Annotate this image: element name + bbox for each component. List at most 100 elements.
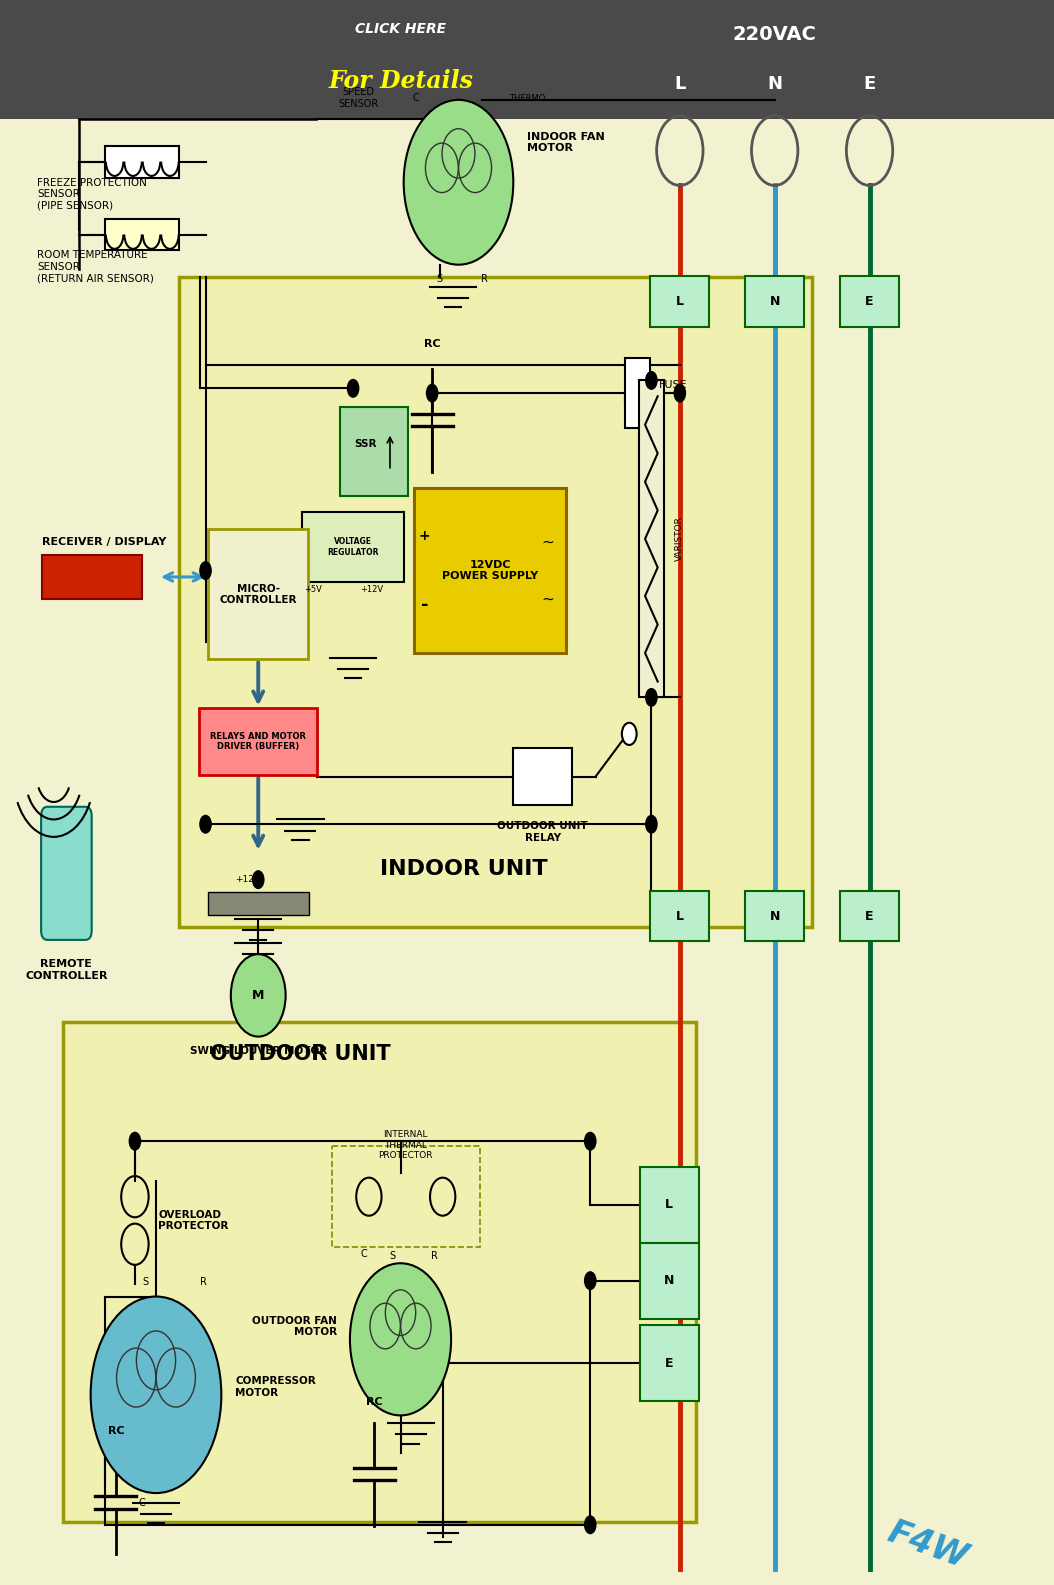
Bar: [625, 358, 650, 428]
FancyBboxPatch shape: [41, 807, 92, 940]
Text: REMOTE
CONTROLLER: REMOTE CONTROLLER: [25, 959, 108, 981]
Text: N: N: [664, 1274, 675, 1287]
Text: E: E: [865, 295, 874, 307]
Bar: [332, 1146, 480, 1247]
Circle shape: [252, 870, 265, 889]
Text: 12VDC
POWER SUPPLY: 12VDC POWER SUPPLY: [442, 560, 539, 582]
Bar: [302, 512, 404, 582]
Text: R: R: [431, 1251, 437, 1260]
FancyBboxPatch shape: [745, 891, 804, 941]
Bar: [640, 1325, 699, 1401]
Circle shape: [584, 1271, 597, 1290]
Text: FREEZE PROTECTION
SENSOR
(PIPE SENSOR): FREEZE PROTECTION SENSOR (PIPE SENSOR): [37, 178, 147, 211]
Text: M: M: [252, 989, 265, 1002]
Text: R: R: [200, 1278, 207, 1287]
Bar: [63, 1022, 696, 1522]
Text: N: N: [767, 74, 782, 94]
Text: RC: RC: [366, 1398, 383, 1407]
Text: OUTDOOR UNIT
RELAY: OUTDOOR UNIT RELAY: [497, 821, 588, 843]
Bar: [0, 0, 1054, 119]
Text: E: E: [863, 74, 876, 94]
Text: SSR: SSR: [354, 439, 377, 449]
Text: E: E: [865, 910, 874, 922]
Bar: [42, 555, 142, 599]
Text: 220VAC: 220VAC: [733, 25, 817, 44]
Text: F4W: F4W: [883, 1515, 972, 1575]
Text: For Details: For Details: [328, 68, 473, 94]
Text: E: E: [665, 1357, 674, 1369]
Text: C: C: [360, 1249, 367, 1258]
Circle shape: [231, 954, 286, 1037]
FancyBboxPatch shape: [650, 276, 709, 327]
Text: S: S: [142, 1278, 149, 1287]
Text: RELAYS AND MOTOR
DRIVER (BUFFER): RELAYS AND MOTOR DRIVER (BUFFER): [210, 732, 307, 751]
Circle shape: [426, 384, 438, 403]
Text: THERMO: THERMO: [509, 94, 545, 103]
Text: RC: RC: [108, 1426, 124, 1436]
Circle shape: [584, 1132, 597, 1151]
Text: RECEIVER / DISPLAY: RECEIVER / DISPLAY: [42, 537, 167, 547]
Circle shape: [350, 1263, 451, 1415]
Text: RC: RC: [424, 339, 441, 349]
FancyBboxPatch shape: [745, 276, 804, 327]
Circle shape: [674, 384, 686, 403]
Text: +12V: +12V: [235, 875, 260, 884]
Text: +: +: [418, 529, 431, 542]
Bar: [640, 1167, 699, 1243]
Text: SPEED
SENSOR: SPEED SENSOR: [338, 87, 378, 109]
Circle shape: [91, 1297, 221, 1493]
Bar: [640, 1243, 699, 1319]
Text: S: S: [389, 1251, 395, 1260]
Text: INTERNAL
THERMAL
PROTECTOR: INTERNAL THERMAL PROTECTOR: [378, 1130, 433, 1160]
Text: L: L: [676, 910, 684, 922]
Circle shape: [622, 723, 637, 745]
Text: N: N: [769, 910, 780, 922]
Text: -: -: [421, 596, 429, 615]
Circle shape: [199, 561, 212, 580]
Text: SWING/LOUVER MOTOR: SWING/LOUVER MOTOR: [190, 1046, 327, 1056]
Bar: [414, 488, 566, 653]
Bar: [208, 892, 309, 915]
Text: +12V: +12V: [360, 585, 384, 594]
Text: L: L: [675, 74, 685, 94]
Text: ROOM TEMPERATURE
SENSOR
(RETURN AIR SENSOR): ROOM TEMPERATURE SENSOR (RETURN AIR SENS…: [37, 250, 154, 284]
Text: VOLTAGE
REGULATOR: VOLTAGE REGULATOR: [328, 537, 378, 556]
Text: L: L: [665, 1198, 674, 1211]
Circle shape: [347, 379, 359, 398]
Text: ~: ~: [542, 591, 554, 607]
Circle shape: [645, 371, 658, 390]
FancyBboxPatch shape: [840, 276, 899, 327]
Bar: [105, 146, 179, 178]
FancyBboxPatch shape: [840, 891, 899, 941]
Circle shape: [645, 815, 658, 834]
Bar: [199, 708, 317, 775]
Text: N: N: [769, 295, 780, 307]
Bar: [105, 219, 179, 250]
Circle shape: [404, 100, 513, 265]
Text: FUSE: FUSE: [659, 380, 687, 390]
Text: OUTDOOR UNIT: OUTDOOR UNIT: [210, 1045, 391, 1064]
Text: CLICK HERE: CLICK HERE: [355, 22, 446, 35]
Bar: [513, 748, 572, 805]
Bar: [179, 277, 812, 927]
Bar: [639, 380, 664, 697]
Text: INDOOR UNIT: INDOOR UNIT: [379, 859, 548, 878]
Text: C: C: [413, 94, 419, 103]
Text: R: R: [482, 274, 488, 284]
Text: L: L: [676, 295, 684, 307]
Text: OVERLOAD
PROTECTOR: OVERLOAD PROTECTOR: [158, 1209, 229, 1232]
Circle shape: [645, 688, 658, 707]
Text: MICRO-
CONTROLLER: MICRO- CONTROLLER: [219, 583, 297, 605]
Text: S: S: [436, 274, 443, 284]
Circle shape: [129, 1132, 141, 1151]
Text: ~: ~: [542, 534, 554, 550]
Text: C: C: [139, 1498, 145, 1507]
FancyBboxPatch shape: [650, 891, 709, 941]
Text: COMPRESSOR
MOTOR: COMPRESSOR MOTOR: [235, 1376, 316, 1398]
Bar: [209, 529, 308, 659]
Text: OUTDOOR FAN
MOTOR: OUTDOOR FAN MOTOR: [252, 1316, 337, 1338]
Text: VARISTOR: VARISTOR: [675, 517, 684, 561]
Text: +5V: +5V: [305, 585, 321, 594]
FancyBboxPatch shape: [340, 407, 408, 496]
Circle shape: [199, 815, 212, 834]
